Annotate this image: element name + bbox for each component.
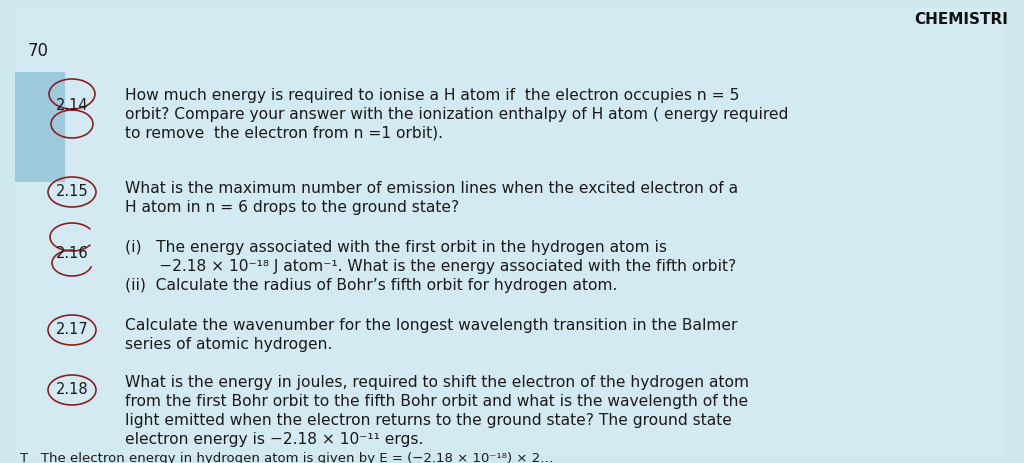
Text: light emitted when the electron returns to the ground state? The ground state: light emitted when the electron returns … xyxy=(125,413,732,428)
Text: (ii)  Calculate the radius of Bohr’s fifth orbit for hydrogen atom.: (ii) Calculate the radius of Bohr’s fift… xyxy=(125,278,617,293)
Text: How much energy is required to ionise a H atom if  the electron occupies n = 5: How much energy is required to ionise a … xyxy=(125,88,739,103)
Text: What is the energy in joules, required to shift the electron of the hydrogen ato: What is the energy in joules, required t… xyxy=(125,375,749,390)
Text: H atom in n = 6 drops to the ground state?: H atom in n = 6 drops to the ground stat… xyxy=(125,200,459,215)
Text: series of atomic hydrogen.: series of atomic hydrogen. xyxy=(125,337,333,352)
Text: to remove  the electron from n =1 orbit).: to remove the electron from n =1 orbit). xyxy=(125,126,443,141)
Text: 2.14: 2.14 xyxy=(55,99,88,113)
Text: 2.16: 2.16 xyxy=(55,245,88,261)
Text: electron energy is −2.18 × 10⁻¹¹ ergs.: electron energy is −2.18 × 10⁻¹¹ ergs. xyxy=(125,432,423,447)
Text: 2.18: 2.18 xyxy=(55,382,88,398)
FancyBboxPatch shape xyxy=(15,8,1005,456)
Text: Calculate the wavenumber for the longest wavelength transition in the Balmer: Calculate the wavenumber for the longest… xyxy=(125,318,737,333)
Text: (i)   The energy associated with the first orbit in the hydrogen atom is: (i) The energy associated with the first… xyxy=(125,240,667,255)
Text: 70: 70 xyxy=(28,42,49,60)
Text: 2.15: 2.15 xyxy=(55,184,88,200)
Text: What is the maximum number of emission lines when the excited electron of a: What is the maximum number of emission l… xyxy=(125,181,738,196)
Text: 2.17: 2.17 xyxy=(55,323,88,338)
FancyBboxPatch shape xyxy=(15,72,65,182)
Text: CHEMISTRI: CHEMISTRI xyxy=(914,12,1008,27)
Text: from the first Bohr orbit to the fifth Bohr orbit and what is the wavelength of : from the first Bohr orbit to the fifth B… xyxy=(125,394,749,409)
Text: orbit? Compare your answer with the ionization enthalpy of H atom ( energy requi: orbit? Compare your answer with the ioni… xyxy=(125,107,788,122)
Text: T   The electron energy in hydrogen atom is given by E = (−2.18 × 10⁻¹⁸) × 2…: T The electron energy in hydrogen atom i… xyxy=(20,452,553,463)
Text: −2.18 × 10⁻¹⁸ J atom⁻¹. What is the energy associated with the fifth orbit?: −2.18 × 10⁻¹⁸ J atom⁻¹. What is the ener… xyxy=(125,259,736,274)
